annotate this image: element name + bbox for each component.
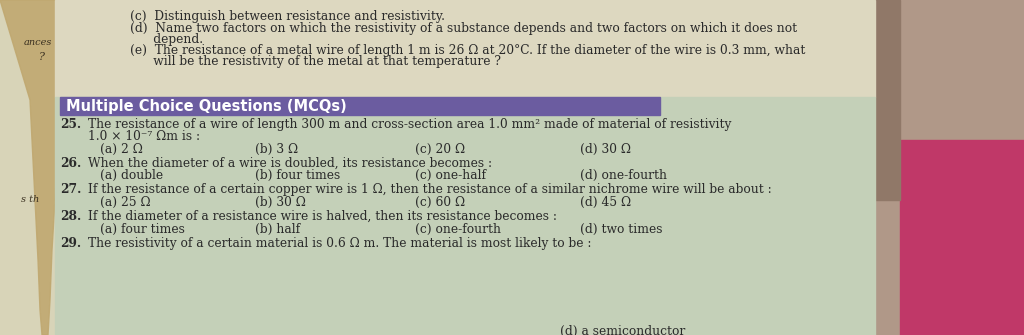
Text: (d) a semiconductor: (d) a semiconductor — [560, 325, 685, 335]
Text: (d) 30 Ω: (d) 30 Ω — [580, 143, 631, 156]
Text: ?: ? — [39, 52, 45, 62]
Text: (d)  Name two factors on which the resistivity of a substance depends and two fa: (d) Name two factors on which the resist… — [130, 22, 797, 35]
Text: (a) four times: (a) four times — [100, 223, 185, 236]
Bar — [60, 97, 660, 115]
Text: (a) double: (a) double — [100, 169, 163, 182]
Text: (b) four times: (b) four times — [255, 169, 340, 182]
Bar — [55, 0, 874, 97]
Text: will be the resistivity of the metal at that temperature ?: will be the resistivity of the metal at … — [130, 55, 501, 68]
Text: 26.: 26. — [60, 157, 81, 170]
Text: Multiple Choice Questions (MCQs): Multiple Choice Questions (MCQs) — [66, 98, 347, 114]
Text: When the diameter of a wire is doubled, its resistance becomes :: When the diameter of a wire is doubled, … — [88, 157, 493, 170]
Bar — [55, 97, 874, 335]
Text: (c) one-fourth: (c) one-fourth — [415, 223, 501, 236]
Text: (c)  Distinguish between resistance and resistivity.: (c) Distinguish between resistance and r… — [130, 10, 445, 23]
Text: (c) 20 Ω: (c) 20 Ω — [415, 143, 465, 156]
Text: (a) 25 Ω: (a) 25 Ω — [100, 196, 151, 209]
Text: (d) two times: (d) two times — [580, 223, 663, 236]
Text: depend.: depend. — [130, 33, 203, 46]
Text: 25.: 25. — [60, 118, 81, 131]
Text: The resistivity of a certain material is 0.6 Ω m. The material is most likely to: The resistivity of a certain material is… — [88, 237, 592, 250]
Text: (c) 60 Ω: (c) 60 Ω — [415, 196, 465, 209]
Text: If the resistance of a certain copper wire is 1 Ω, then the resistance of a simi: If the resistance of a certain copper wi… — [88, 183, 772, 196]
Text: 28.: 28. — [60, 210, 81, 223]
Text: 29.: 29. — [60, 237, 81, 250]
Polygon shape — [0, 0, 65, 335]
Text: (b) 30 Ω: (b) 30 Ω — [255, 196, 306, 209]
Text: The resistance of a wire of length 300 m and cross-section area 1.0 mm² made of : The resistance of a wire of length 300 m… — [88, 118, 731, 131]
Text: (c) one-half: (c) one-half — [415, 169, 486, 182]
Text: (e)  The resistance of a metal wire of length 1 m is 26 Ω at 20°C. If the diamet: (e) The resistance of a metal wire of le… — [130, 44, 805, 57]
Text: (a) 2 Ω: (a) 2 Ω — [100, 143, 143, 156]
Bar — [870, 0, 1024, 335]
Text: s th: s th — [20, 195, 39, 204]
Text: (b) half: (b) half — [255, 223, 300, 236]
Bar — [900, 140, 1024, 335]
Text: (d) 45 Ω: (d) 45 Ω — [580, 196, 631, 209]
Text: If the diameter of a resistance wire is halved, then its resistance becomes :: If the diameter of a resistance wire is … — [88, 210, 557, 223]
Text: 27.: 27. — [60, 183, 81, 196]
Bar — [860, 0, 900, 200]
Text: ances: ances — [24, 38, 52, 47]
Text: (d) one-fourth: (d) one-fourth — [580, 169, 667, 182]
Text: 1.0 × 10⁻⁷ Ωm is :: 1.0 × 10⁻⁷ Ωm is : — [88, 130, 200, 143]
Text: (b) 3 Ω: (b) 3 Ω — [255, 143, 298, 156]
